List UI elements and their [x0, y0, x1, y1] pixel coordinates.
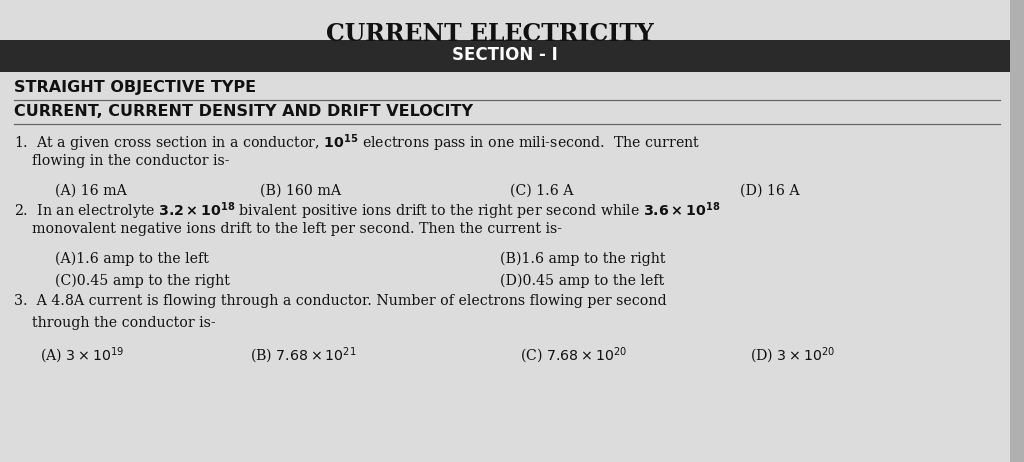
- Text: (C) $7.68\times10^{20}$: (C) $7.68\times10^{20}$: [520, 346, 627, 366]
- Text: flowing in the conductor is-: flowing in the conductor is-: [14, 154, 229, 168]
- Text: CURRENT ELECTRICITY: CURRENT ELECTRICITY: [326, 22, 654, 46]
- Text: 2.  In an electrolyte $\mathbf{3.2\times10^{18}}$ bivalent positive ions drift t: 2. In an electrolyte $\mathbf{3.2\times1…: [14, 200, 721, 222]
- Text: 3.  A 4.8A current is flowing through a conductor. Number of electrons flowing p: 3. A 4.8A current is flowing through a c…: [14, 294, 667, 308]
- Text: 1.  At a given cross section in a conductor, $\mathbf{10^{15}}$ electrons pass i: 1. At a given cross section in a conduct…: [14, 132, 700, 153]
- Text: (C) 1.6 A: (C) 1.6 A: [510, 184, 573, 198]
- Text: CURRENT, CURRENT DENSITY AND DRIFT VELOCITY: CURRENT, CURRENT DENSITY AND DRIFT VELOC…: [14, 104, 473, 119]
- Text: STRAIGHT OBJECTIVE TYPE: STRAIGHT OBJECTIVE TYPE: [14, 80, 256, 95]
- FancyBboxPatch shape: [0, 40, 1010, 72]
- Text: monovalent negative ions drift to the left per second. Then the current is-: monovalent negative ions drift to the le…: [14, 222, 562, 236]
- Text: SECTION - I: SECTION - I: [453, 46, 558, 64]
- Text: (A) 16 mA: (A) 16 mA: [55, 184, 127, 198]
- Text: (B) $7.68\times10^{21}$: (B) $7.68\times10^{21}$: [250, 346, 356, 366]
- Text: (B) 160 mA: (B) 160 mA: [260, 184, 341, 198]
- Text: (D) $3\times10^{20}$: (D) $3\times10^{20}$: [750, 346, 836, 366]
- Text: through the conductor is-: through the conductor is-: [14, 316, 216, 330]
- Text: (C)0.45 amp to the right: (C)0.45 amp to the right: [55, 274, 229, 288]
- Text: (B)1.6 amp to the right: (B)1.6 amp to the right: [500, 252, 666, 267]
- Text: (A)1.6 amp to the left: (A)1.6 amp to the left: [55, 252, 209, 267]
- Text: (D) 16 A: (D) 16 A: [740, 184, 800, 198]
- Text: (A) $3\times10^{19}$: (A) $3\times10^{19}$: [40, 346, 124, 366]
- Text: (D)0.45 amp to the left: (D)0.45 amp to the left: [500, 274, 665, 288]
